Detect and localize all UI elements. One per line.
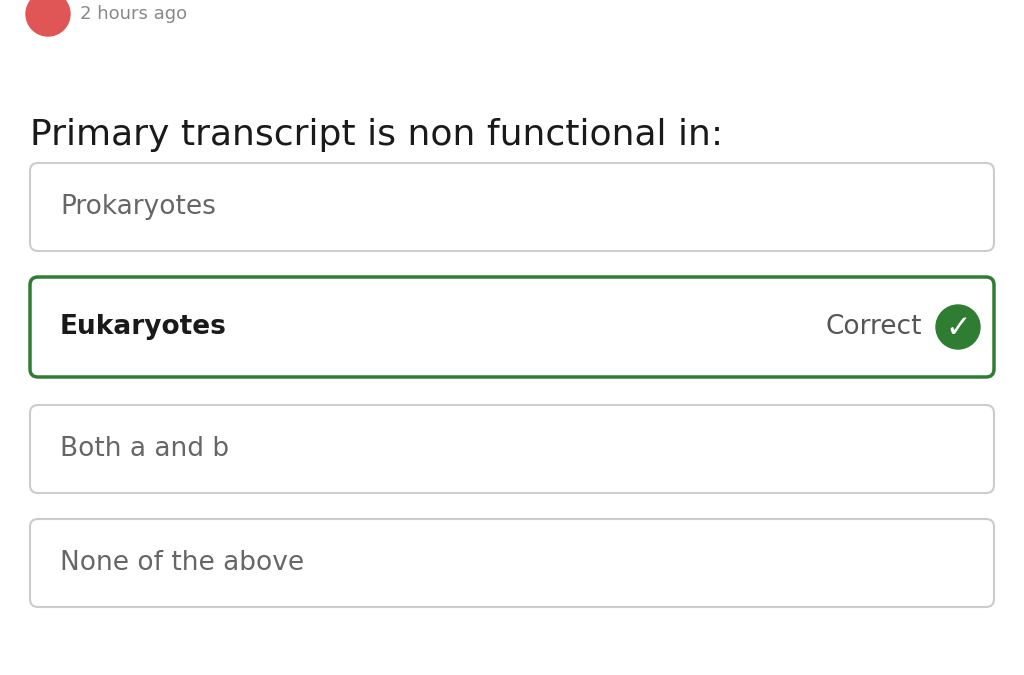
Text: Correct: Correct	[825, 314, 922, 340]
Text: None of the above: None of the above	[60, 550, 304, 576]
Circle shape	[936, 305, 980, 349]
Text: 2 hours ago: 2 hours ago	[80, 5, 187, 23]
FancyBboxPatch shape	[30, 163, 994, 251]
Text: ✓: ✓	[945, 313, 971, 342]
FancyBboxPatch shape	[30, 519, 994, 607]
Text: Eukaryotes: Eukaryotes	[60, 314, 227, 340]
FancyBboxPatch shape	[30, 405, 994, 493]
Circle shape	[26, 0, 70, 36]
Text: Prokaryotes: Prokaryotes	[60, 194, 216, 220]
Text: Both a and b: Both a and b	[60, 436, 229, 462]
FancyBboxPatch shape	[30, 277, 994, 377]
Text: Primary transcript is non functional in:: Primary transcript is non functional in:	[30, 118, 723, 152]
